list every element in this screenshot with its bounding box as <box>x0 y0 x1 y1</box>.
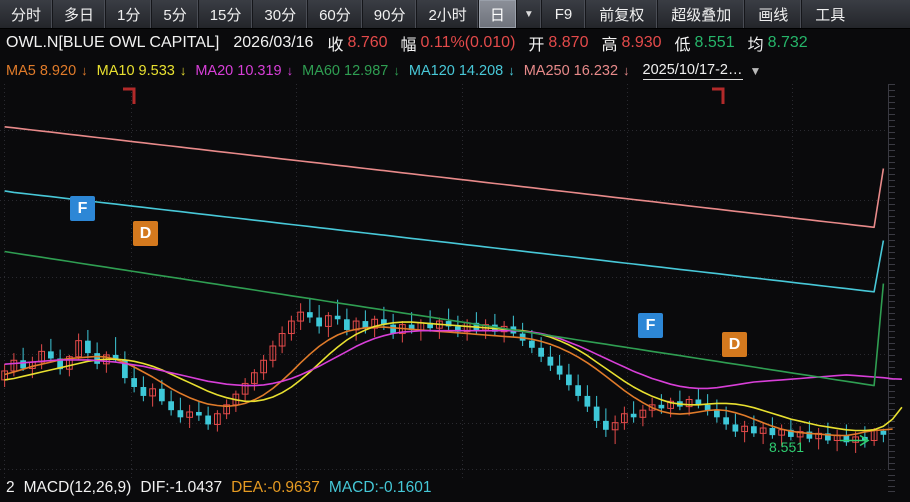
ma-arrow-ma120: ↓ <box>508 63 515 78</box>
period-button-8[interactable]: 2小时 <box>417 0 479 28</box>
high-label: 高 <box>601 37 618 54</box>
low-value: 8.551 <box>694 34 735 51</box>
ma-line-ma10 <box>4 321 903 432</box>
ma-line-ma5 <box>4 326 893 437</box>
period-button-6[interactable]: 60分 <box>308 0 363 28</box>
signal-badge-d-3[interactable]: D <box>722 332 747 357</box>
ma-line-ma60 <box>4 250 885 387</box>
close-value: 8.760 <box>347 34 388 51</box>
ma-line-ma250 <box>4 126 885 229</box>
period-button-3[interactable]: 5分 <box>152 0 199 28</box>
period-button-0[interactable]: 分时 <box>0 0 54 28</box>
bracket-marker-0 <box>123 87 136 104</box>
ma-arrow-ma250: ↓ <box>623 63 630 78</box>
ma-legend-ma5: MA5 8.920 <box>6 62 77 79</box>
tool-button-3[interactable]: 画线 <box>745 0 803 28</box>
period-button-9[interactable]: 日 <box>478 0 517 28</box>
ma-line-ma120 <box>4 190 885 293</box>
period-button-5[interactable]: 30分 <box>253 0 309 28</box>
bracket-marker-1 <box>712 87 725 104</box>
high-value: 8.930 <box>621 34 662 51</box>
period-toolbar: 分时 多日 1分 5分 15分 30分 60分 90分 2小时日 ▼ F9 前复权 超级叠加 画线 工具 <box>0 0 910 29</box>
signal-badge-f-0[interactable]: F <box>70 196 95 221</box>
change-label: 幅 <box>400 37 417 54</box>
quote-date: 2026/03/16 <box>233 34 314 51</box>
avg-label: 均 <box>747 37 764 54</box>
period-button-4[interactable]: 15分 <box>199 0 254 28</box>
macd-grid <box>0 469 895 498</box>
macd-legend: 2 MACD(12,26,9) DIF:-1.0437 DEA:-0.9637 … <box>0 475 440 497</box>
signal-badge-f-2[interactable]: F <box>638 313 663 338</box>
close-label: 收 <box>327 37 344 54</box>
change-value: 0.11%(0.010) <box>420 34 516 51</box>
period-button-7[interactable]: 90分 <box>363 0 418 28</box>
period-button-1[interactable]: 多日 <box>53 0 107 28</box>
tool-button-1[interactable]: 前复权 <box>586 0 659 28</box>
tool-button-2[interactable]: 超级叠加 <box>658 0 746 28</box>
date-range-selector[interactable]: 2025/10/17-2… ▼ <box>642 61 762 80</box>
low-label: 低 <box>674 37 691 54</box>
open-value: 8.870 <box>548 34 589 51</box>
macd-dea: DEA:-0.9637 <box>231 479 320 496</box>
chevron-down-icon: ▼ <box>749 63 762 78</box>
ma-legend-ma60: MA60 12.987 <box>302 62 389 79</box>
tool-buttons: F9 前复权 超级叠加 画线 工具 <box>542 0 859 28</box>
date-range-text: 2025/10/17-2… <box>642 61 743 80</box>
tool-button-0[interactable]: F9 <box>542 0 587 28</box>
period-button-2[interactable]: 1分 <box>106 0 153 28</box>
ma-arrow-ma10: ↓ <box>179 63 187 78</box>
ma-arrow-ma5: ↓ <box>81 63 88 78</box>
symbol-name: OWL.N[BLUE OWL CAPITAL] <box>6 34 220 51</box>
signal-badge-d-1[interactable]: D <box>133 221 158 246</box>
macd-dif: DIF:-1.0437 <box>140 479 223 496</box>
ma-arrow-ma60: ↓ <box>393 63 400 78</box>
last-price-label: 8.551 <box>769 439 805 455</box>
period-dropdown-caret[interactable]: ▼ <box>517 0 542 28</box>
period-buttons: 分时 多日 1分 5分 15分 30分 60分 90分 2小时日 <box>0 0 517 28</box>
ma-indicator-row: MA5 8.920 ↓ MA10 9.533 ↓ MA20 10.319 ↓ MA60 12… <box>0 57 910 84</box>
avg-value: 8.732 <box>767 34 808 51</box>
ma-legend-ma250: MA250 16.232 <box>523 62 619 79</box>
macd-value: MACD:-0.1601 <box>328 479 432 496</box>
macd-panel[interactable]: 2 MACD(12,26,9) DIF:-1.0437 DEA:-0.9637 … <box>0 469 910 498</box>
ma-legend-ma120: MA120 14.208 <box>408 62 504 79</box>
quote-row: OWL.N[BLUE OWL CAPITAL] 2026/03/16 收 8.7… <box>0 29 910 57</box>
ma-items: MA5 8.920 ↓ MA10 9.533 ↓ MA20 10.319 ↓ MA60 12… <box>6 63 639 79</box>
open-label: 开 <box>528 37 545 54</box>
ma-line-ma20 <box>4 329 902 390</box>
ma-legend-ma10: MA10 9.533 <box>96 62 175 79</box>
tool-button-4[interactable]: 工具 <box>815 6 846 24</box>
ma-arrow-ma20: ↓ <box>286 63 294 78</box>
volume-remnant-label: 2 <box>6 479 15 496</box>
ma-legend-ma20: MA20 10.319 <box>195 62 282 79</box>
chart-canvas <box>0 84 903 469</box>
candlestick-chart[interactable]: F D F D 8.551 <box>0 84 910 469</box>
macd-title: MACD(12,26,9) <box>23 479 132 496</box>
